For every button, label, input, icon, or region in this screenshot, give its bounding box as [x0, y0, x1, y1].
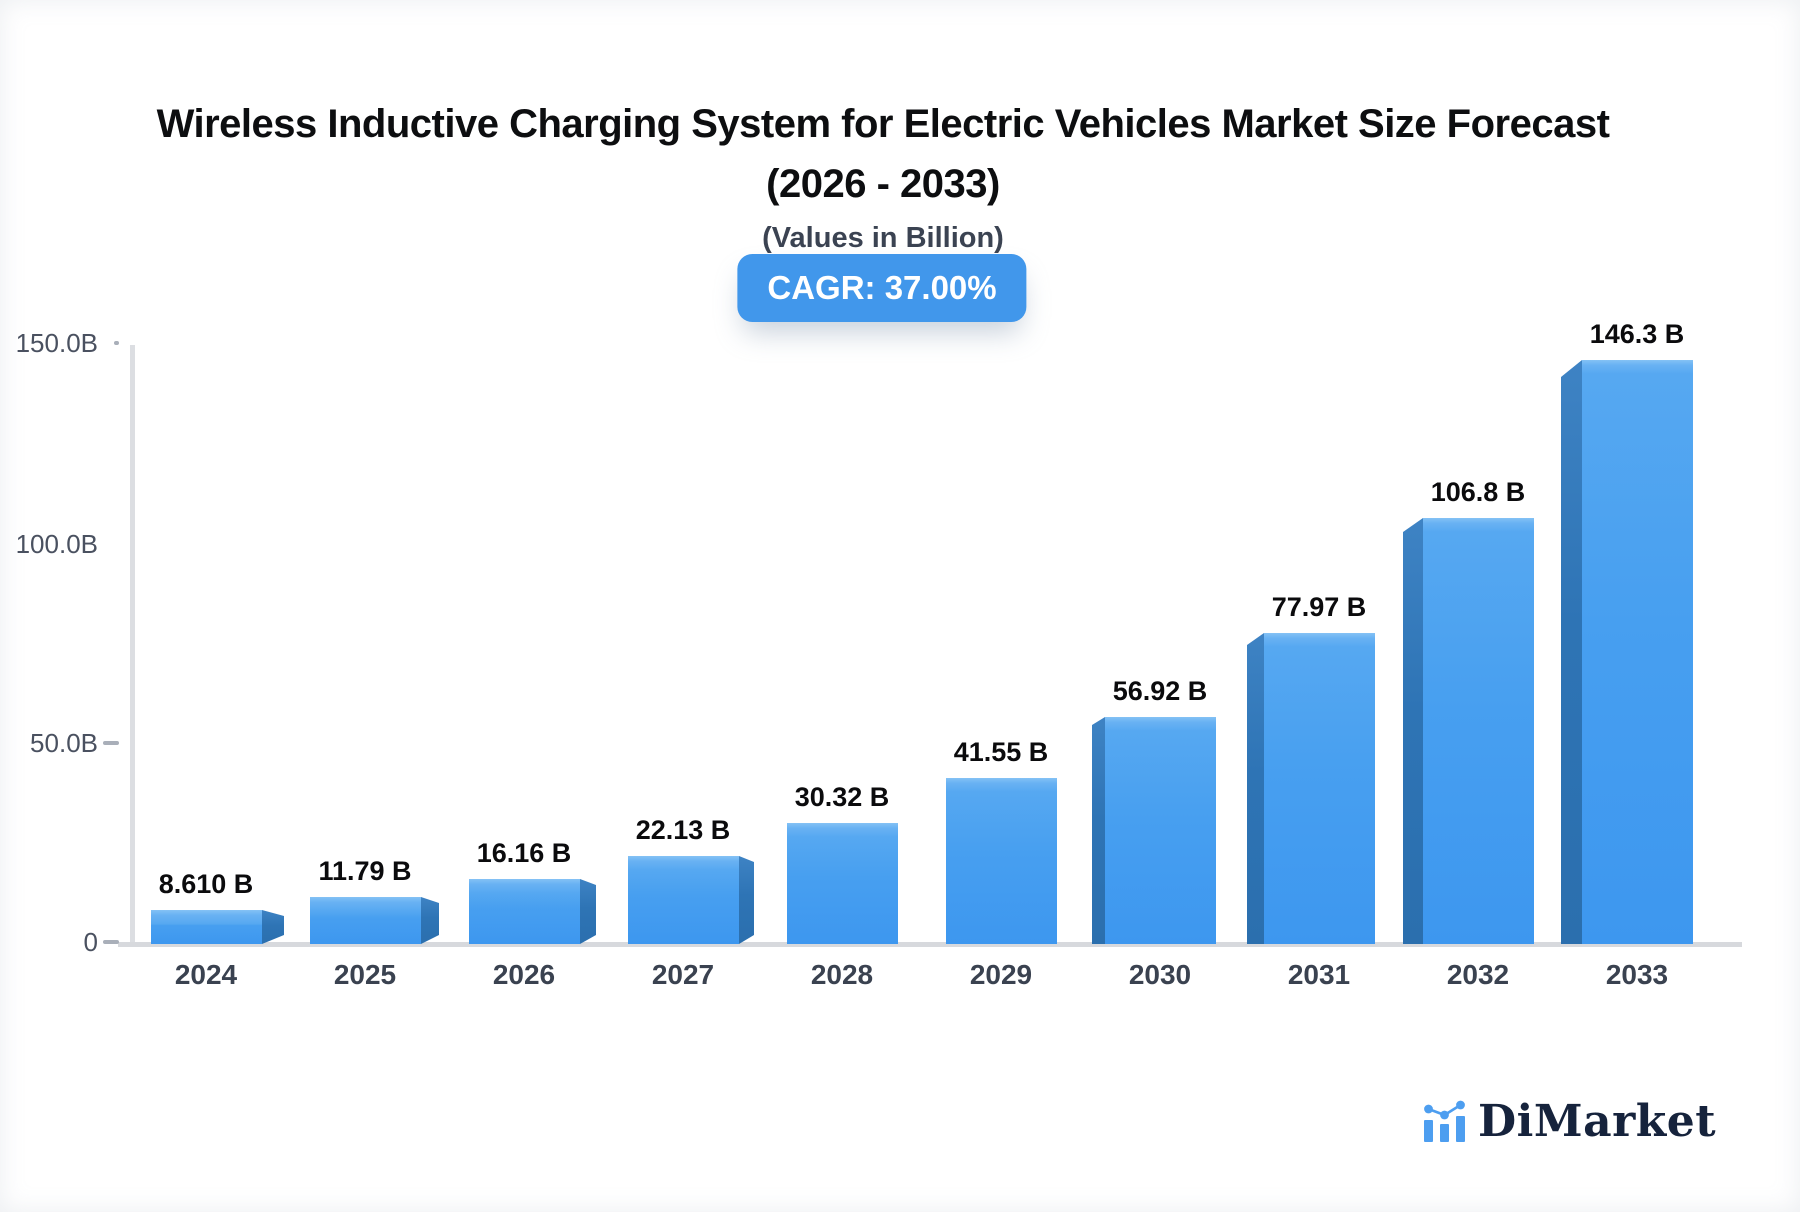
y-axis-line [130, 345, 135, 947]
bar-2028 [787, 823, 898, 944]
bar-2024 [151, 910, 262, 944]
bar-value-label: 56.92 B [1112, 676, 1208, 706]
x-axis-label: 2024 [174, 959, 238, 990]
bar-value-label: 77.97 B [1271, 592, 1367, 622]
x-axis-baseline [118, 942, 1742, 947]
bar-value-label: 41.55 B [953, 737, 1049, 767]
x-axis-label: 2028 [810, 959, 874, 990]
bar-2030 [1105, 717, 1216, 944]
bar-2031 [1264, 633, 1375, 944]
bar-value-label: 16.16 B [476, 838, 572, 868]
x-axis-label: 2026 [492, 959, 556, 990]
x-axis-label: 2032 [1446, 959, 1510, 990]
y-axis-label: 50.0B [30, 728, 98, 758]
y-axis-label: 0 [83, 927, 98, 957]
bar-value-label: 146.3 B [1589, 319, 1685, 349]
y-axis-tick [114, 341, 119, 345]
bar-2024-side-panel [262, 910, 284, 944]
bar-2032-side-panel [1403, 518, 1423, 944]
bar-value-label: 30.32 B [794, 782, 890, 812]
bar-2025-side-panel [421, 897, 439, 944]
chart-subtitle: (Values in Billion) [762, 222, 1004, 254]
brand-logo: DiMarket [1422, 1096, 1716, 1148]
x-axis-label: 2031 [1287, 959, 1351, 990]
y-axis-tick [103, 940, 119, 944]
bar-2031-side-panel [1247, 633, 1264, 944]
bar-value-label: 8.610 B [158, 869, 254, 899]
x-axis-label: 2029 [969, 959, 1033, 990]
bar-chart-icon [1424, 1100, 1465, 1142]
x-axis-label: 2027 [651, 959, 715, 990]
y-axis-tick [103, 741, 119, 745]
y-axis-label: 150.0B [15, 328, 98, 358]
bar-value-label: 11.79 B [318, 856, 412, 886]
bar-2029 [946, 778, 1057, 944]
bar-2027-side-panel [739, 856, 754, 944]
bar-value-label: 106.8 B [1430, 477, 1526, 507]
bar-2033 [1582, 360, 1693, 944]
y-axis-label: 100.0B [15, 529, 98, 559]
chart-title-line2: (2026 - 2033) [766, 162, 1000, 206]
bar-2030-side-panel [1092, 717, 1105, 944]
chart-title-line1: Wireless Inductive Charging System for E… [156, 102, 1610, 146]
bar-2026 [469, 879, 580, 944]
x-axis-label: 2030 [1128, 959, 1192, 990]
bar-2033-side-panel [1561, 360, 1582, 944]
bar-2032 [1423, 518, 1534, 944]
bar-2026-side-panel [580, 879, 596, 944]
brand-logo-text: DiMarket [1478, 1096, 1717, 1147]
cagr-badge: CAGR: 37.00% [737, 254, 1027, 322]
bar-2025 [310, 897, 421, 944]
x-axis-label: 2033 [1605, 959, 1669, 990]
bar-value-label: 22.13 B [635, 815, 731, 845]
x-axis-label: 2025 [333, 959, 397, 990]
bar-2027 [628, 856, 739, 944]
